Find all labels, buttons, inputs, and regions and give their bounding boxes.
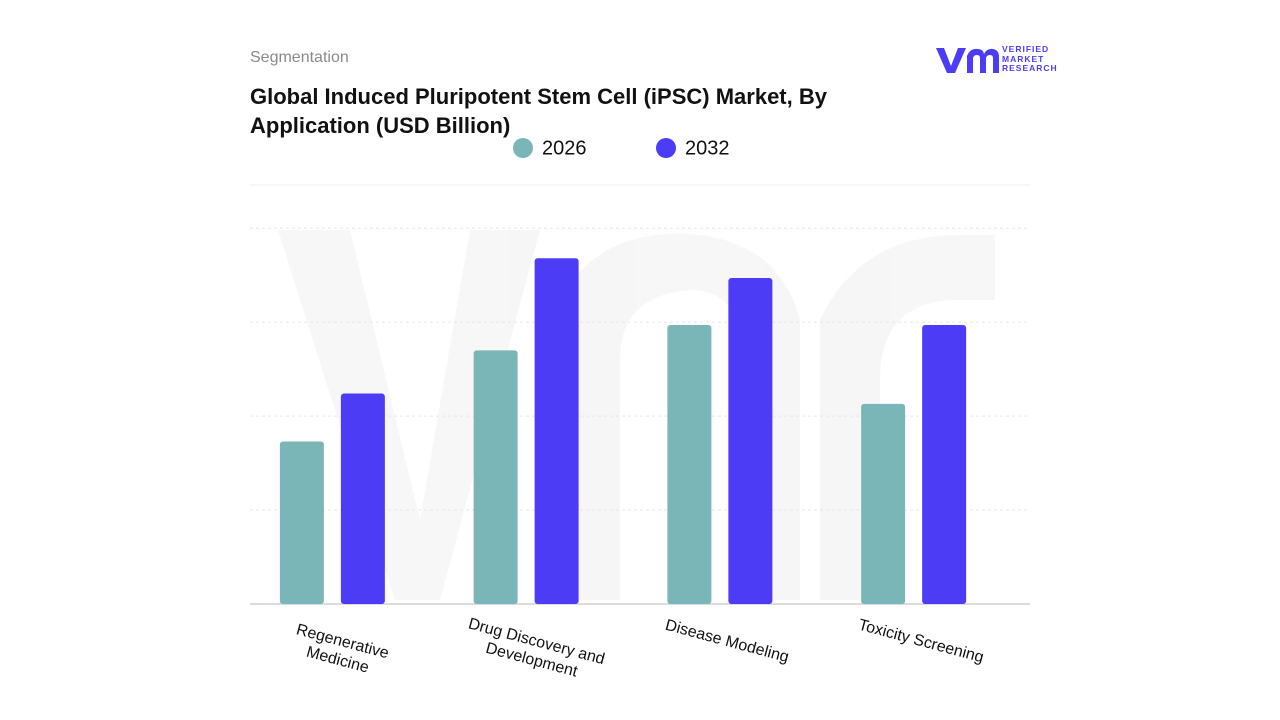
logo-line: VERIFIED (1002, 44, 1050, 54)
bar (473, 350, 518, 604)
logo-line: RESEARCH (1002, 63, 1058, 73)
bar (861, 403, 906, 604)
logo-mark (936, 48, 999, 73)
legend-label: 2032 (685, 137, 730, 159)
chart-title: Global Induced Pluripotent Stem Cell (iP… (250, 84, 827, 138)
logo-line: MARKET (1002, 53, 1045, 64)
bar (340, 393, 385, 604)
logo-text: VERIFIED MARKET RESEARCH (1002, 44, 1058, 74)
bar (922, 324, 967, 604)
bar (534, 258, 579, 604)
legend-label: 2026 (542, 137, 587, 159)
legend-swatch (656, 138, 676, 158)
bar (279, 441, 324, 604)
bar (667, 324, 712, 604)
legend-swatch (513, 138, 533, 158)
bar (728, 278, 773, 604)
section-label: Segmentation (250, 49, 349, 66)
